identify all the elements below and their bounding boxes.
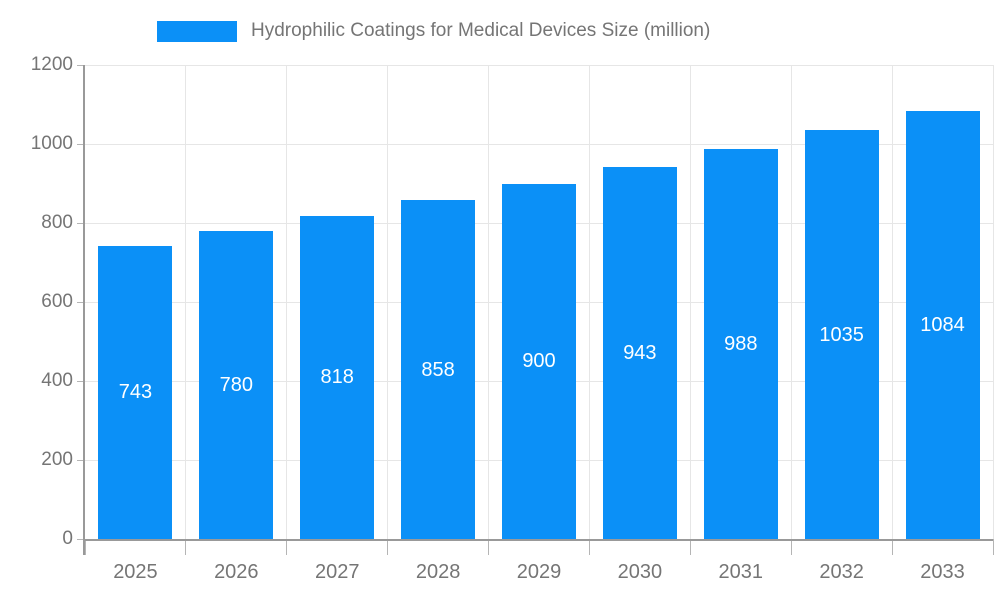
bar-value-label: 1084 [920, 313, 965, 336]
plot-right-border [993, 65, 994, 539]
bar-2027 [300, 215, 375, 539]
x-gridline [891, 65, 893, 539]
bar-2028 [401, 200, 476, 539]
x-gridline [689, 65, 691, 539]
bar-value-label: 780 [219, 373, 254, 396]
bar-2031 [703, 148, 778, 539]
y-axis-label: 200 [41, 449, 73, 470]
bar-value-label: 743 [118, 381, 153, 404]
x-axis-tick [286, 539, 288, 555]
x-axis-tick [488, 539, 490, 555]
y-gridline [85, 143, 993, 145]
x-axis-label: 2031 [718, 561, 764, 583]
y-axis-label: 0 [62, 528, 73, 549]
x-gridline [286, 65, 288, 539]
legend-item[interactable]: Hydrophilic Coatings for Medical Devices… [157, 20, 710, 42]
bar-2030 [602, 166, 677, 539]
legend-swatch-icon [157, 20, 237, 42]
bar-value-label: 943 [623, 341, 657, 364]
x-axis-label: 2027 [314, 561, 360, 583]
x-axis-tick [790, 539, 792, 555]
y-gridline [85, 64, 993, 66]
bar-2026 [199, 230, 274, 539]
x-axis-tick [891, 539, 893, 555]
x-axis-label: 2030 [617, 561, 663, 583]
bar-2032 [804, 130, 879, 539]
x-axis-tick [387, 539, 389, 555]
bar-value-label: 818 [320, 366, 354, 389]
y-axis-tick [77, 301, 85, 303]
y-axis-label: 1200 [30, 54, 73, 75]
x-axis-tick [992, 539, 994, 555]
y-axis-label: 800 [41, 212, 73, 233]
x-axis-tick [588, 539, 590, 555]
x-axis-label: 2026 [214, 561, 259, 583]
x-gridline [387, 65, 389, 539]
bar-value-label: 988 [724, 332, 758, 355]
y-axis-line [83, 65, 85, 555]
x-axis-label: 2028 [415, 561, 461, 583]
y-axis-tick [77, 380, 85, 382]
y-axis-tick [77, 538, 85, 540]
y-axis-tick [77, 64, 85, 66]
y-axis-tick [77, 222, 85, 224]
y-axis-label: 1000 [30, 133, 73, 154]
bar-2025 [98, 245, 173, 539]
y-axis-tick [77, 143, 85, 145]
y-axis-label: 600 [41, 291, 73, 312]
x-axis-tick [185, 539, 187, 555]
x-gridline [185, 65, 187, 539]
bar-value-label: 1035 [819, 323, 864, 346]
y-axis-label: 400 [41, 370, 73, 391]
y-axis-tick [77, 459, 85, 461]
bar-2029 [502, 183, 576, 539]
legend-label: Hydrophilic Coatings for Medical Devices… [251, 20, 711, 41]
x-axis-tick [84, 539, 86, 555]
x-axis-label: 2025 [113, 561, 158, 583]
x-axis-label: 2029 [516, 561, 562, 583]
bar-value-label: 900 [522, 350, 556, 373]
x-axis-tick [689, 539, 691, 555]
x-axis-label: 2033 [920, 561, 965, 583]
x-gridline [488, 65, 490, 539]
x-axis-label: 2032 [819, 561, 864, 583]
x-gridline [790, 65, 792, 539]
bar-value-label: 858 [421, 358, 455, 381]
x-gridline [588, 65, 590, 539]
x-axis-line [83, 539, 993, 541]
bar-2033 [905, 110, 980, 539]
